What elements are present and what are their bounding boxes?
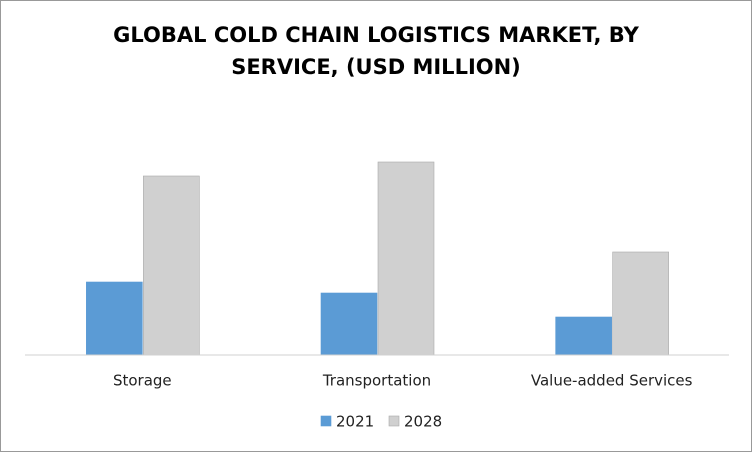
x-tick-label: Value-added Services: [531, 372, 693, 390]
legend-label: 2028: [404, 413, 442, 431]
x-tick-label: Storage: [113, 372, 172, 390]
bar: [143, 175, 200, 356]
bar: [320, 292, 378, 356]
x-tick-label: Transportation: [322, 372, 431, 390]
legend-label: 2021: [336, 413, 374, 431]
chart-title: GLOBAL COLD CHAIN LOGISTICS MARKET, BY S…: [113, 23, 639, 79]
bar: [377, 161, 435, 356]
bar: [86, 281, 143, 356]
bar: [555, 316, 612, 356]
legend-swatch: [388, 415, 400, 427]
bar: [612, 251, 669, 356]
legend-swatch: [320, 415, 332, 427]
